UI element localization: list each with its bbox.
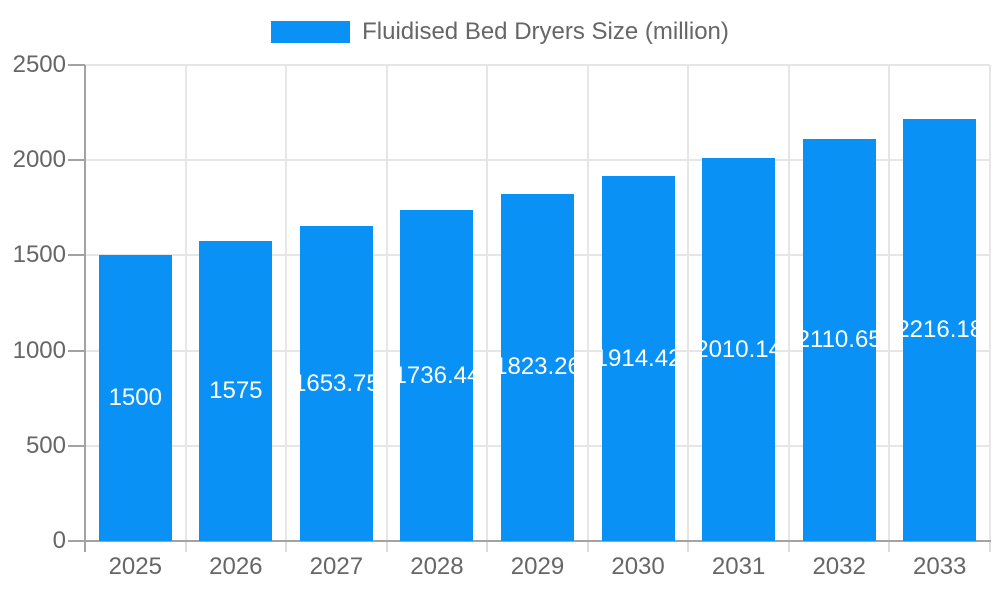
y-axis-line: [84, 65, 86, 552]
y-axis-label: 1500: [12, 241, 66, 269]
v-gridline: [888, 65, 891, 541]
bar-2026: 1575: [199, 241, 273, 541]
y-axis-label: 1000: [12, 336, 66, 364]
x-axis-label: 2027: [309, 553, 364, 580]
x-axis-label: 2030: [611, 553, 665, 580]
bar-2027: 1653.75: [299, 226, 373, 541]
x-axis-label: 2026: [209, 553, 263, 580]
chart-legend: Fluidised Bed Dryers Size (million): [0, 18, 1000, 46]
y-axis-label: 2500: [12, 51, 66, 78]
legend-label: Fluidised Bed Dryers Size (million): [362, 18, 729, 45]
bar-value-label: 1500: [108, 384, 162, 412]
bar-value-label: 2110.65: [802, 326, 876, 354]
x-axis-label: 2033: [913, 553, 967, 580]
bar-2030: 1914.42: [601, 176, 675, 541]
y-tick-mark: [68, 540, 85, 542]
bar-value-label: 1823.26: [501, 353, 574, 381]
y-axis-label: 0: [52, 527, 66, 554]
bar-2028: 1736.44: [400, 210, 474, 541]
bar-value-label: 1736.44: [400, 361, 473, 389]
h-gridline: [85, 64, 990, 66]
y-tick-mark: [68, 349, 85, 352]
bar-2025: 1500: [98, 255, 172, 541]
bar-value-label: 1653.75: [300, 369, 373, 397]
v-gridline: [989, 65, 991, 541]
bar-2029: 1823.26: [501, 193, 574, 541]
x-tick-mark: [787, 541, 790, 552]
v-gridline: [787, 65, 790, 541]
bar-value-label: 1575: [209, 377, 263, 405]
bar-value-label: 2216.18: [903, 316, 976, 343]
v-gridline: [486, 65, 489, 541]
y-tick-mark: [68, 444, 85, 447]
y-tick-mark: [68, 254, 85, 257]
legend-item-series[interactable]: Fluidised Bed Dryers Size (million): [271, 18, 729, 46]
h-gridline: [85, 159, 990, 162]
x-axis-label: 2031: [711, 553, 766, 580]
x-axis-label: 2025: [108, 553, 162, 580]
bar-2033: 2216.18: [903, 119, 977, 541]
y-axis-label: 500: [25, 431, 66, 459]
x-axis-line: [84, 540, 991, 542]
v-gridline: [687, 65, 690, 541]
bar-value-label: 2010.14: [702, 335, 775, 363]
v-gridline: [285, 65, 288, 541]
y-tick-mark: [68, 159, 85, 162]
bar-2031: 2010.14: [702, 158, 776, 541]
legend-swatch-icon: [271, 21, 351, 43]
v-gridline: [184, 65, 187, 541]
v-gridline: [385, 65, 388, 541]
x-tick-mark: [184, 541, 187, 552]
bar-2032: 2110.65: [802, 139, 876, 541]
x-tick-mark: [687, 541, 690, 552]
x-tick-mark: [888, 541, 891, 552]
v-gridline: [586, 65, 589, 541]
x-tick-mark: [989, 541, 991, 552]
x-axis-label: 2029: [510, 553, 565, 580]
x-axis-label: 2032: [812, 553, 866, 580]
x-tick-mark: [586, 541, 589, 552]
x-axis-label: 2028: [410, 553, 464, 580]
y-tick-mark: [68, 64, 85, 66]
y-axis-label: 2000: [12, 146, 66, 174]
x-tick-mark: [385, 541, 388, 552]
bar-value-label: 1914.42: [602, 344, 675, 372]
x-tick-mark: [486, 541, 489, 552]
x-tick-mark: [285, 541, 288, 552]
